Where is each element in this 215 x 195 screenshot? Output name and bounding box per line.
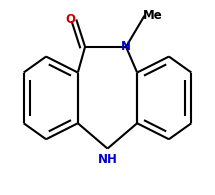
Text: NH: NH [98, 153, 117, 166]
Text: Me: Me [143, 9, 162, 22]
Text: O: O [65, 13, 75, 26]
Text: N: N [121, 40, 131, 53]
